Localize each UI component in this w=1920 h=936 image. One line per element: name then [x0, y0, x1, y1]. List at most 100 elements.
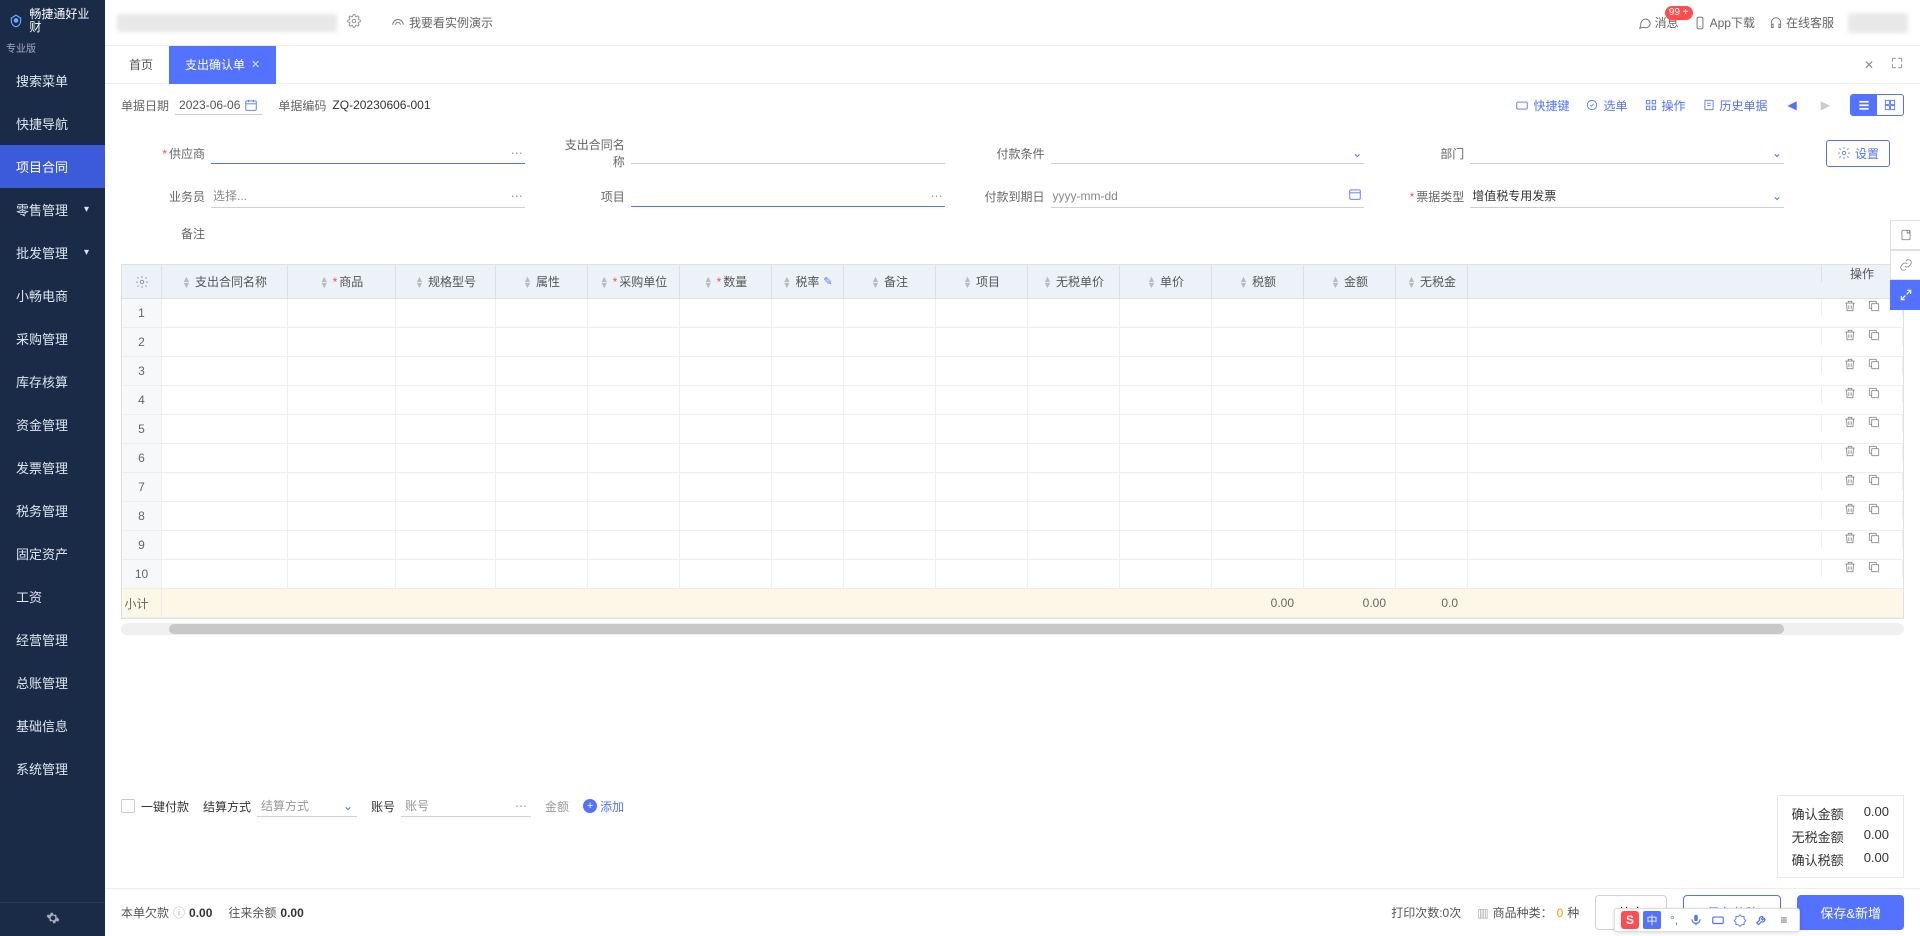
delete-icon[interactable] [1843, 444, 1857, 461]
grid-cell[interactable] [1396, 502, 1468, 530]
operate-action[interactable]: 操作 [1644, 97, 1686, 114]
pay-condition-input[interactable]: ⌄ [1051, 142, 1365, 164]
grid-cell[interactable] [288, 386, 396, 414]
grid-cell[interactable] [844, 444, 936, 472]
grid-cell[interactable] [288, 473, 396, 501]
grid-cell[interactable] [680, 299, 772, 327]
grid-cell[interactable] [396, 531, 496, 559]
sidebar-item-7[interactable]: 库存核算 [0, 360, 105, 403]
grid-cell[interactable] [680, 444, 772, 472]
grid-cell[interactable] [936, 386, 1028, 414]
grid-cell[interactable] [1212, 386, 1304, 414]
grid-cell[interactable] [1120, 328, 1212, 356]
grid-cell[interactable] [1212, 328, 1304, 356]
history-action[interactable]: 历史单据 [1702, 97, 1768, 114]
grid-cell[interactable] [1120, 473, 1212, 501]
grid-cell[interactable] [396, 560, 496, 588]
grid-col-1[interactable]: ▲▼支出合同名称 [162, 265, 288, 298]
paydue-input[interactable]: yyyy-mm-dd [1051, 184, 1365, 208]
sidebar-item-16[interactable]: 系统管理 [0, 747, 105, 790]
grid-cell[interactable] [1212, 502, 1304, 530]
delete-icon[interactable] [1843, 415, 1857, 432]
ime-bar[interactable]: S 中 °, ≡ [1614, 908, 1800, 932]
grid-cell[interactable] [588, 415, 680, 443]
grid-cell[interactable] [1028, 473, 1120, 501]
grid-cell[interactable] [496, 444, 588, 472]
demo-link[interactable]: 我要看实例演示 [391, 14, 493, 31]
help-icon[interactable]: ⓘ [173, 904, 185, 921]
grid-cell[interactable] [396, 357, 496, 385]
grid-cell[interactable] [936, 560, 1028, 588]
grid-cell[interactable] [772, 560, 844, 588]
copy-icon[interactable] [1867, 386, 1881, 403]
delete-icon[interactable] [1843, 502, 1857, 519]
grid-cell[interactable] [162, 502, 288, 530]
copy-icon[interactable] [1867, 357, 1881, 374]
setting-button[interactable]: 设置 [1826, 140, 1890, 167]
calendar-icon[interactable] [1348, 187, 1362, 204]
more-icon[interactable]: ⋯ [511, 189, 523, 203]
view-list[interactable] [1851, 95, 1877, 115]
sidebar-item-9[interactable]: 发票管理 [0, 446, 105, 489]
tab-close-all[interactable]: ✕ [1856, 58, 1882, 72]
grid-cell[interactable] [1304, 415, 1396, 443]
delete-icon[interactable] [1843, 560, 1857, 577]
sidebar-item-13[interactable]: 经营管理 [0, 618, 105, 661]
grid-cell[interactable] [680, 357, 772, 385]
grid-cell[interactable] [1120, 531, 1212, 559]
table-row[interactable]: 4 [122, 386, 1903, 415]
grid-cell[interactable] [772, 531, 844, 559]
grid-cell[interactable] [162, 473, 288, 501]
grid-cell[interactable] [1304, 328, 1396, 356]
sidebar-item-8[interactable]: 资金管理 [0, 403, 105, 446]
grid-cell[interactable] [396, 386, 496, 414]
salesman-input[interactable]: 选择...⋯ [211, 184, 525, 208]
ime-skin-icon[interactable] [1731, 911, 1749, 929]
date-input[interactable]: 2023-06-06 [175, 96, 262, 115]
grid-cell[interactable] [1212, 357, 1304, 385]
grid-cell[interactable] [1396, 386, 1468, 414]
grid-cell[interactable] [496, 560, 588, 588]
grid-cell[interactable] [162, 357, 288, 385]
sidebar-item-10[interactable]: 税务管理 [0, 489, 105, 532]
rail-note-icon[interactable] [1890, 220, 1920, 250]
ime-punct-icon[interactable]: °, [1665, 911, 1683, 929]
grid-cell[interactable] [1120, 444, 1212, 472]
grid-cell[interactable] [680, 560, 772, 588]
grid-cell[interactable] [288, 502, 396, 530]
invoice-type-input[interactable]: 增值税专用发票⌄ [1470, 184, 1784, 208]
grid-cell[interactable] [844, 560, 936, 588]
grid-cell[interactable] [1304, 299, 1396, 327]
grid-col-12[interactable]: ▲▼税额 [1212, 265, 1304, 298]
grid-cell[interactable] [496, 299, 588, 327]
more-icon[interactable]: ⋯ [511, 146, 523, 160]
grid-cell[interactable] [1396, 328, 1468, 356]
supplier-input[interactable]: ⋯ [211, 142, 525, 164]
grid-cell[interactable] [936, 328, 1028, 356]
grid-cell[interactable] [396, 299, 496, 327]
grid-cell[interactable] [396, 502, 496, 530]
grid-cell[interactable] [936, 357, 1028, 385]
grid-cell[interactable] [162, 531, 288, 559]
grid-cell[interactable] [1396, 444, 1468, 472]
grid-col-14[interactable]: ▲▼无税金 [1396, 265, 1468, 298]
grid-cell[interactable] [1212, 531, 1304, 559]
grid-cell[interactable] [680, 502, 772, 530]
grid-cell[interactable] [1120, 357, 1212, 385]
grid-col-9[interactable]: ▲▼项目 [936, 265, 1028, 298]
grid-cell[interactable] [496, 386, 588, 414]
grid-cell[interactable] [496, 473, 588, 501]
sidebar-item-0[interactable]: 搜索菜单 [0, 59, 105, 102]
add-row-link[interactable]: + 添加 [583, 798, 624, 815]
grid-cell[interactable] [772, 502, 844, 530]
grid-cell[interactable] [288, 415, 396, 443]
grid-cell[interactable] [936, 531, 1028, 559]
grid-cell[interactable] [288, 328, 396, 356]
grid-cell[interactable] [772, 386, 844, 414]
grid-cell[interactable] [1212, 444, 1304, 472]
grid-cell[interactable] [772, 415, 844, 443]
grid-cell[interactable] [1120, 386, 1212, 414]
grid-cell[interactable] [1304, 531, 1396, 559]
grid-cell[interactable] [1212, 415, 1304, 443]
grid-cell[interactable] [680, 473, 772, 501]
